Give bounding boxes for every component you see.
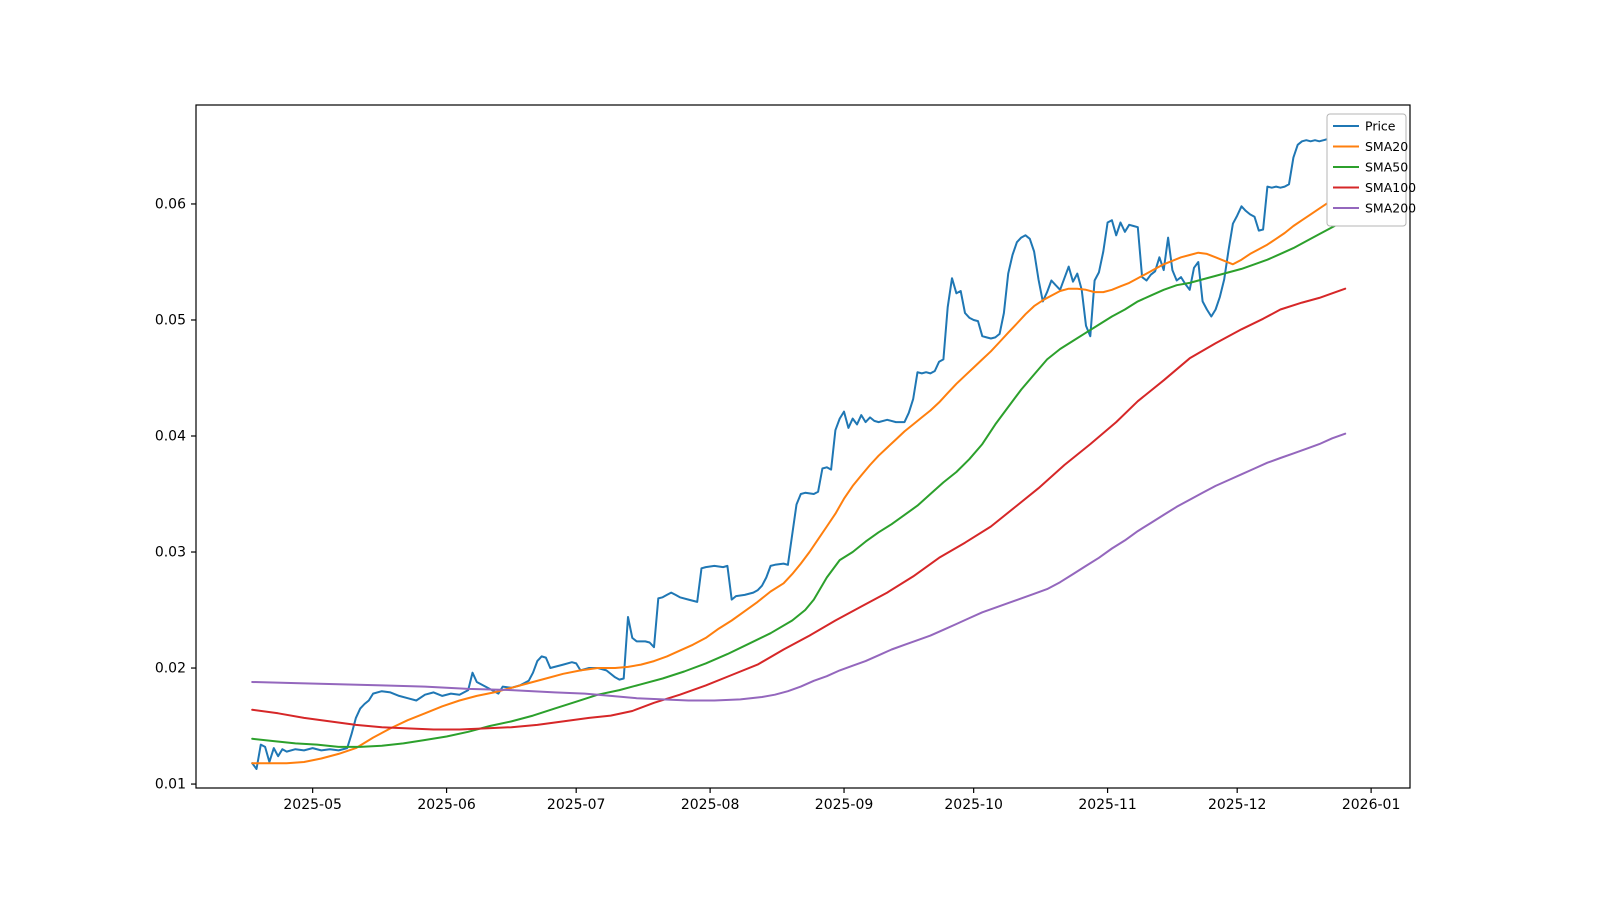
x-tick-label: 2025-06 [417, 797, 476, 813]
y-tick-label: 0.02 [155, 661, 186, 677]
series-line-sma20 [251, 191, 1347, 765]
legend-label-sma20: SMA20 [1365, 139, 1408, 154]
legend-label-price: Price [1365, 119, 1396, 134]
series-line-sma200 [251, 432, 1347, 702]
legend-item-price: Price [1333, 119, 1396, 134]
legend-item-sma100: SMA100 [1333, 180, 1416, 195]
x-tick-label: 2025-10 [944, 797, 1003, 813]
y-axis-ticks: 0.01 0.02 0.03 0.04 0.05 0.06 [155, 196, 196, 793]
legend-item-sma20: SMA20 [1333, 139, 1408, 154]
series-line-sma100 [251, 287, 1347, 731]
y-tick-label: 0.03 [155, 545, 186, 561]
legend-label-sma200: SMA200 [1365, 201, 1416, 216]
legend-item-sma200: SMA200 [1333, 201, 1416, 216]
legend-item-sma50: SMA50 [1333, 160, 1408, 175]
y-tick-label: 0.04 [155, 429, 186, 445]
x-tick-label: 2025-12 [1208, 797, 1267, 813]
series-line-sma50 [251, 219, 1347, 748]
y-tick-label: 0.05 [155, 312, 186, 328]
legend-label-sma100: SMA100 [1365, 180, 1416, 195]
series-line-price [251, 138, 1347, 770]
y-tick-label: 0.06 [155, 196, 186, 212]
legend: Price SMA20 SMA50 SMA100 SMA200 [1326, 113, 1416, 227]
axes-frame [195, 104, 1411, 789]
series-layer [251, 138, 1347, 770]
x-tick-label: 2025-05 [283, 797, 342, 813]
x-tick-label: 2025-07 [547, 797, 606, 813]
x-tick-label: 2025-09 [815, 797, 874, 813]
y-tick-label: 0.01 [155, 777, 186, 793]
x-tick-label: 2025-08 [681, 797, 740, 813]
x-tick-label: 2025-11 [1078, 797, 1137, 813]
x-tick-label: 2026-01 [1342, 797, 1401, 813]
x-axis-ticks: 2025-05 2025-06 2025-07 2025-08 2025-09 2025-… [283, 788, 1400, 813]
legend-box [1326, 113, 1407, 227]
legend-label-sma50: SMA50 [1365, 160, 1408, 175]
